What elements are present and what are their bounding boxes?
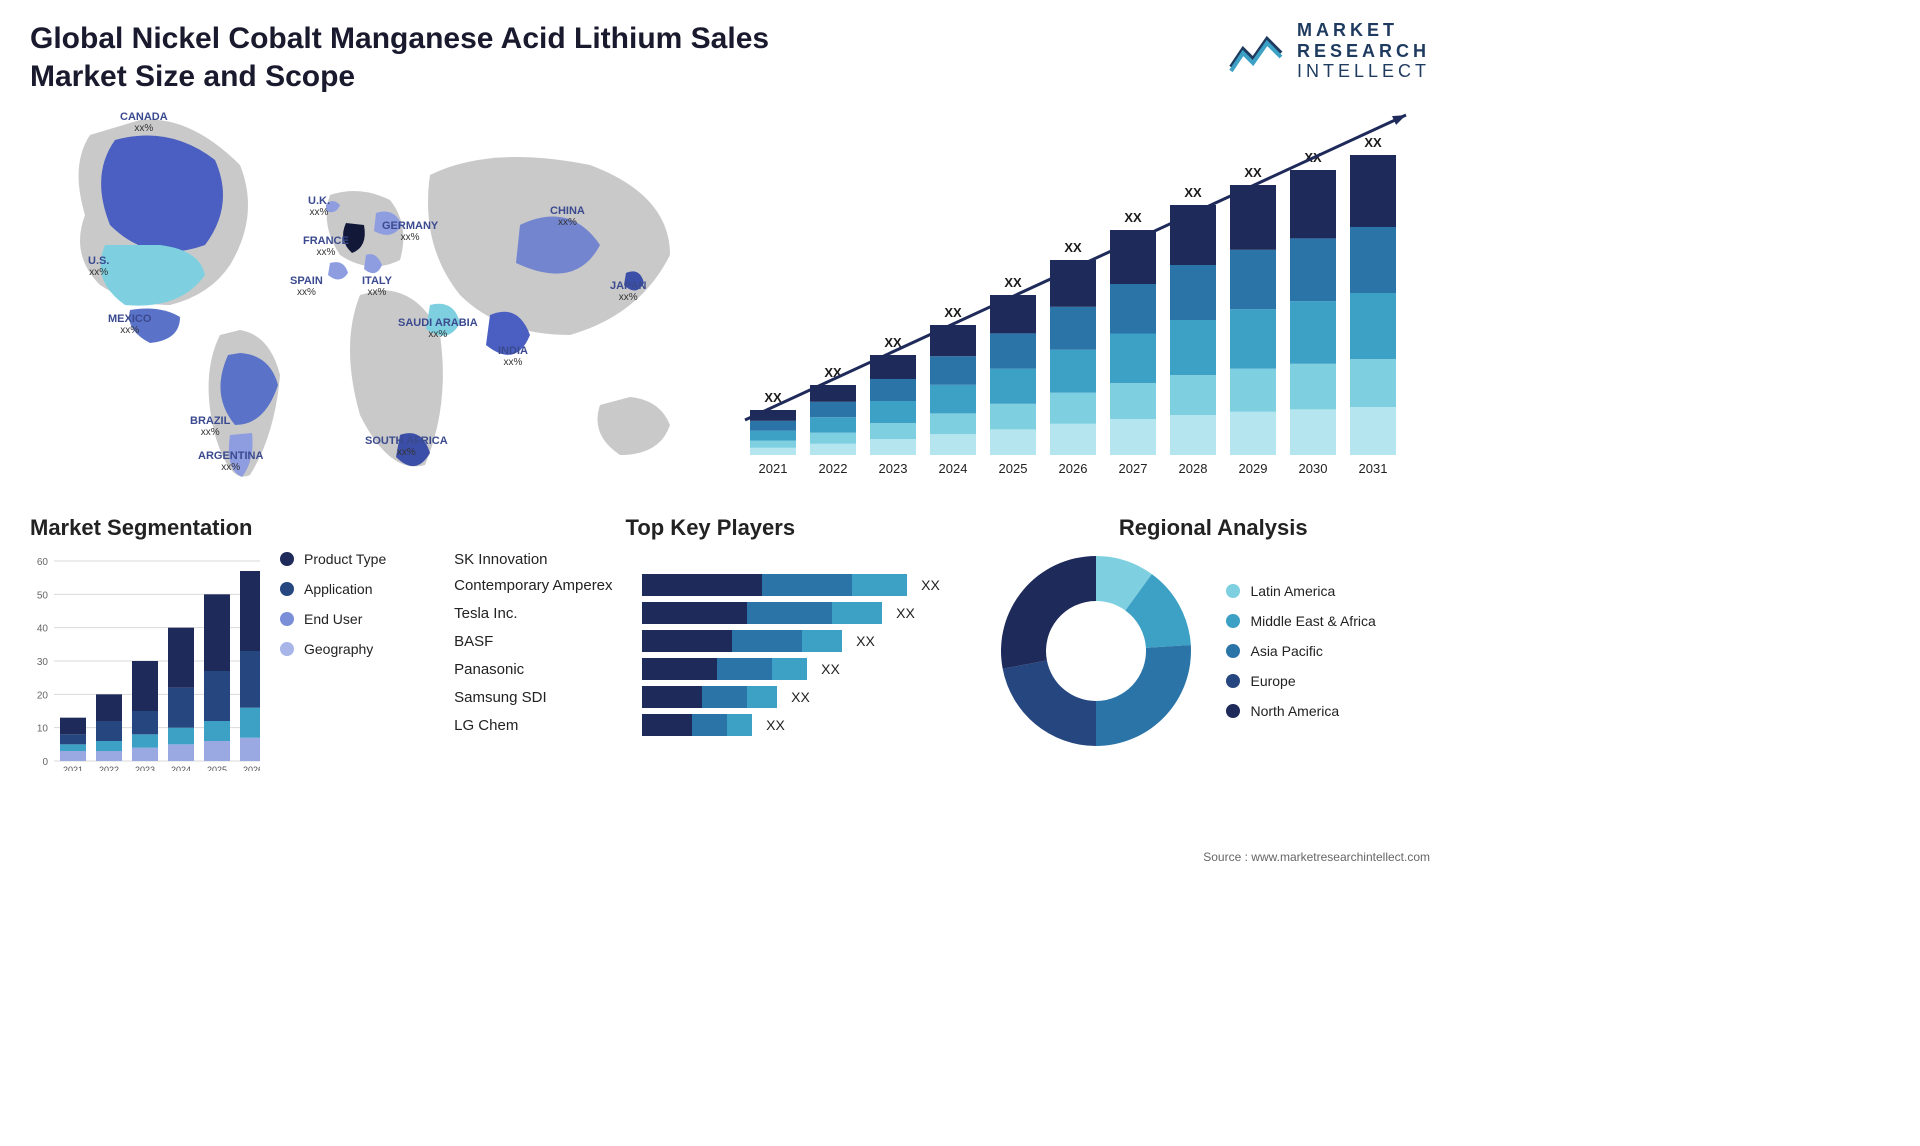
svg-text:XX: XX <box>1124 210 1142 225</box>
seg-legend-item: Geography <box>280 641 386 657</box>
seg-legend-item: End User <box>280 611 386 627</box>
kp-row: Samsung SDIXX <box>454 686 966 708</box>
map-label-spain: SPAINxx% <box>290 275 323 298</box>
growth-bar-chart: XX 2021 XX 2022 XX 2023 XX 2024 XX 2025 XX 2026 XX 20… <box>730 105 1430 495</box>
brand-logo: MARKET RESEARCH INTELLECT <box>1227 20 1430 82</box>
seg-legend-item: Product Type <box>280 551 386 567</box>
regional-legend-item: Europe <box>1226 673 1375 689</box>
svg-text:XX: XX <box>1244 165 1262 180</box>
map-label-italy: ITALYxx% <box>362 275 392 298</box>
svg-text:2022: 2022 <box>819 461 848 476</box>
svg-text:2030: 2030 <box>1299 461 1328 476</box>
kp-row: Tesla Inc.XX <box>454 602 966 624</box>
map-label-brazil: BRAZILxx% <box>190 415 230 438</box>
map-label-argentina: ARGENTINAxx% <box>198 450 263 473</box>
svg-text:2023: 2023 <box>879 461 908 476</box>
svg-text:2021: 2021 <box>63 765 83 771</box>
svg-text:XX: XX <box>1004 275 1022 290</box>
svg-text:20: 20 <box>37 690 49 701</box>
map-label-us: U.S.xx% <box>88 255 109 278</box>
svg-text:10: 10 <box>37 724 49 735</box>
map-label-southafrica: SOUTH AFRICAxx% <box>365 435 448 458</box>
map-label-japan: JAPANxx% <box>610 280 646 303</box>
svg-text:2025: 2025 <box>999 461 1028 476</box>
kp-header-row: SK Innovation <box>454 551 966 568</box>
world-map-panel: CANADAxx% U.S.xx% MEXICOxx% BRAZILxx% ARGENT… <box>30 105 690 495</box>
svg-text:2022: 2022 <box>99 765 119 771</box>
source-attribution: Source : www.marketresearchintellect.com <box>1203 850 1430 864</box>
world-map <box>30 105 690 495</box>
svg-text:60: 60 <box>37 557 49 568</box>
seg-legend-item: Application <box>280 581 386 597</box>
svg-text:2021: 2021 <box>759 461 788 476</box>
svg-text:2026: 2026 <box>1059 461 1088 476</box>
svg-text:30: 30 <box>37 657 49 668</box>
svg-text:2027: 2027 <box>1119 461 1148 476</box>
regional-legend-item: Middle East & Africa <box>1226 613 1375 629</box>
svg-text:2024: 2024 <box>171 765 191 771</box>
svg-text:0: 0 <box>42 757 48 768</box>
map-label-uk: U.K.xx% <box>308 195 330 218</box>
key-players-panel: Top Key Players SK Innovation Contemporar… <box>454 515 966 771</box>
svg-text:XX: XX <box>1064 240 1082 255</box>
logo-icon <box>1227 27 1287 75</box>
segmentation-chart: 0 10 20 30 40 50 60 2021 2022 2023 2024 2025 2026 <box>30 551 260 771</box>
svg-text:XX: XX <box>1364 135 1382 150</box>
kp-row: PanasonicXX <box>454 658 966 680</box>
segmentation-panel: Market Segmentation 0 10 20 30 40 50 60 2021 202… <box>30 515 424 771</box>
svg-text:2025: 2025 <box>207 765 227 771</box>
map-label-france: FRANCExx% <box>303 235 349 258</box>
map-label-mexico: MEXICOxx% <box>108 313 151 336</box>
key-players-title: Top Key Players <box>454 515 966 541</box>
svg-text:XX: XX <box>944 305 962 320</box>
map-label-canada: CANADAxx% <box>120 111 168 134</box>
map-label-saudiarabia: SAUDI ARABIAxx% <box>398 317 478 340</box>
svg-text:2031: 2031 <box>1359 461 1388 476</box>
regional-legend: Latin America Middle East & Africa Asia Pa… <box>1226 583 1375 719</box>
map-label-china: CHINAxx% <box>550 205 585 228</box>
svg-text:XX: XX <box>1184 185 1202 200</box>
logo-line3: INTELLECT <box>1297 61 1430 82</box>
map-label-india: INDIAxx% <box>498 345 528 368</box>
segmentation-title: Market Segmentation <box>30 515 424 541</box>
regional-title: Regional Analysis <box>996 515 1430 541</box>
segmentation-legend: Product Type Application End User Geography <box>280 551 386 771</box>
svg-text:40: 40 <box>37 624 49 635</box>
regional-panel: Regional Analysis Latin America Middle Ea… <box>996 515 1430 771</box>
svg-text:2023: 2023 <box>135 765 155 771</box>
svg-text:2028: 2028 <box>1179 461 1208 476</box>
svg-text:50: 50 <box>37 590 49 601</box>
regional-legend-item: Latin America <box>1226 583 1375 599</box>
svg-text:2024: 2024 <box>939 461 968 476</box>
logo-line1: MARKET <box>1297 20 1398 40</box>
regional-donut-chart <box>996 551 1196 751</box>
logo-line2: RESEARCH <box>1297 41 1430 61</box>
kp-row: Contemporary AmperexXX <box>454 574 966 596</box>
kp-row: BASFXX <box>454 630 966 652</box>
map-label-germany: GERMANYxx% <box>382 220 438 243</box>
svg-text:2026: 2026 <box>243 765 260 771</box>
regional-legend-item: North America <box>1226 703 1375 719</box>
kp-row: LG ChemXX <box>454 714 966 736</box>
regional-legend-item: Asia Pacific <box>1226 643 1375 659</box>
page-title: Global Nickel Cobalt Manganese Acid Lith… <box>30 20 790 95</box>
svg-text:2029: 2029 <box>1239 461 1268 476</box>
